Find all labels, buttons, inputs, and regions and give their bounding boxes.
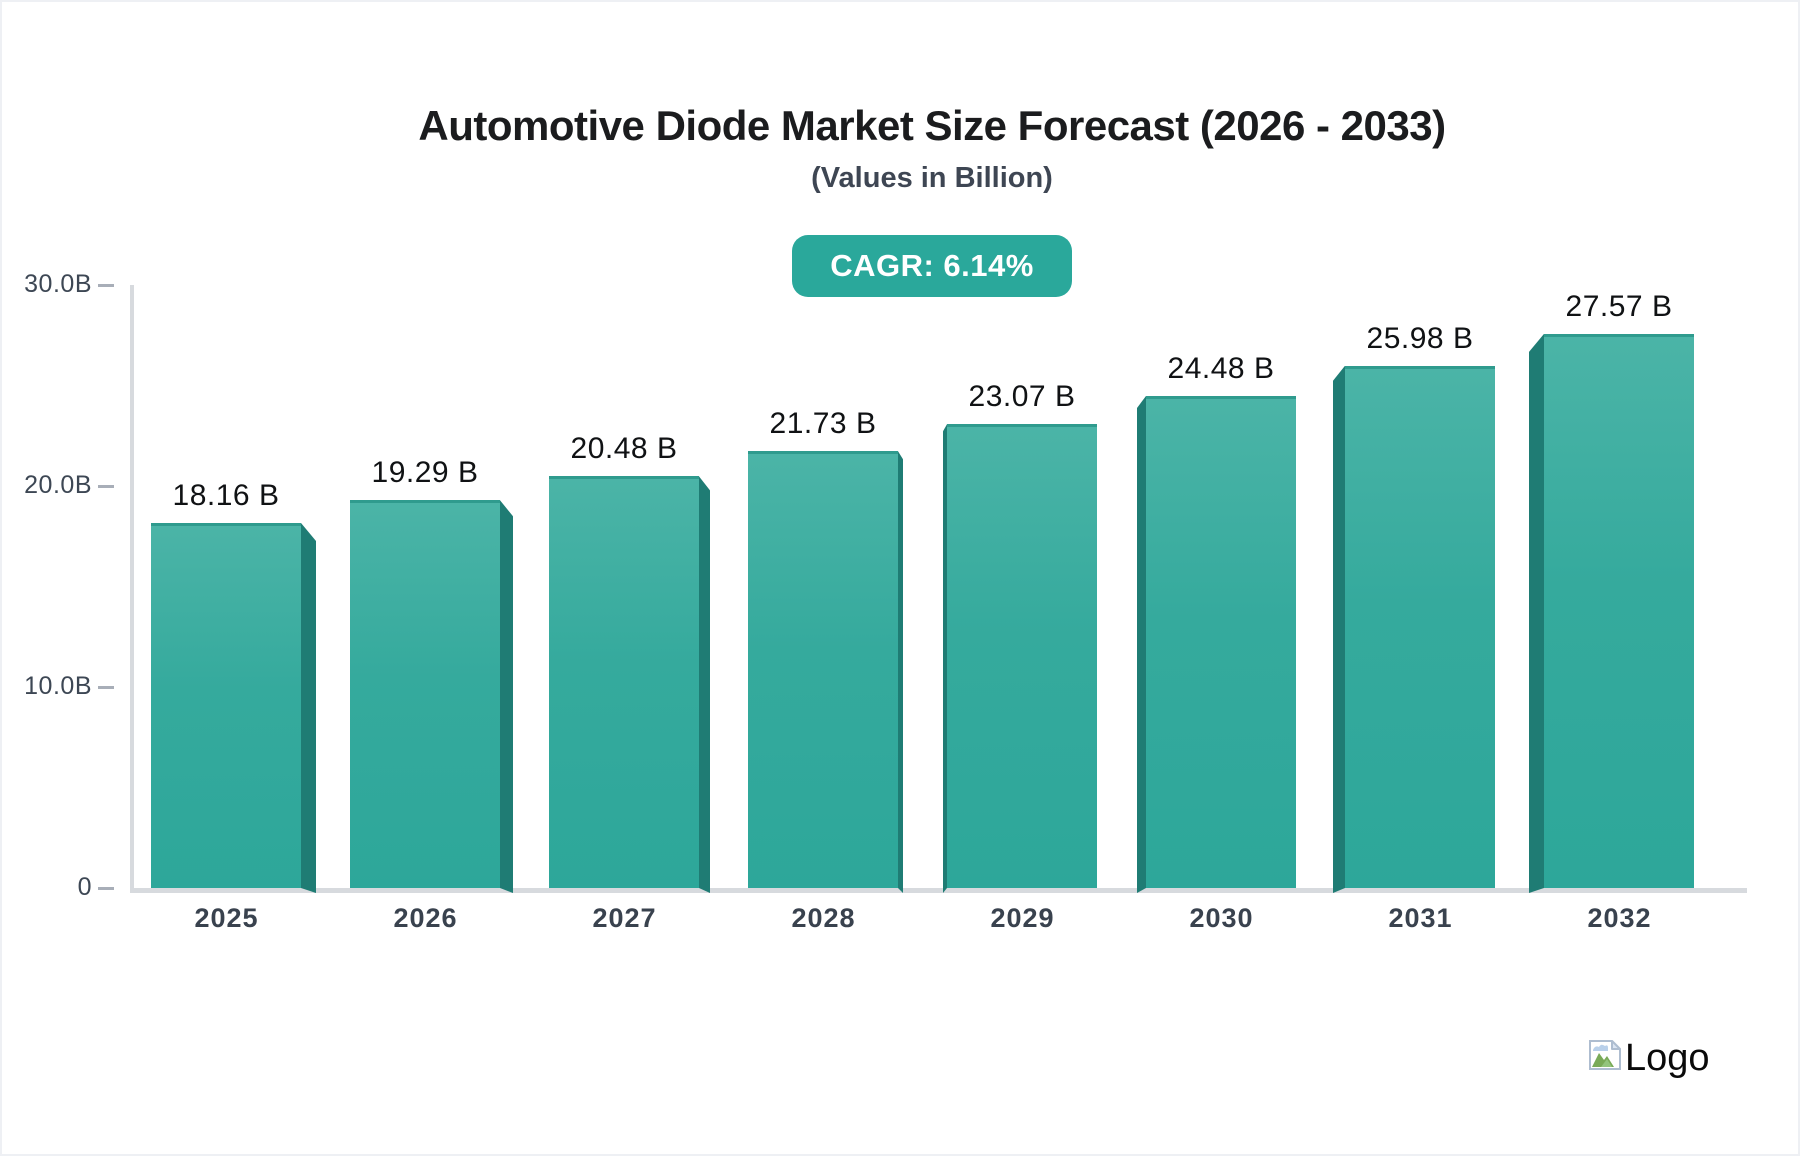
y-axis-tick [98,485,114,488]
bar-side-2031 [1333,365,1345,893]
y-axis-tick [98,686,114,689]
bar-side-2026 [500,500,513,893]
bar-value-label: 24.48 B [1167,351,1275,385]
x-tick-label: 2028 [791,903,856,933]
bar-side-2028 [898,451,903,893]
bar-value-label: 20.48 B [570,432,678,466]
x-tick-label: 2030 [1189,903,1254,933]
bar-2028[interactable] [748,451,898,888]
bar-value-label: 19.29 B [371,456,479,490]
broken-image-icon [1587,1038,1623,1077]
y-axis-tick [98,887,114,890]
bar-side-2032 [1529,333,1544,893]
bar-value-label: 23.07 B [968,380,1076,414]
bar-value-label: 18.16 B [172,478,280,512]
y-tick-label: 30.0B [24,270,92,298]
cagr-badge: CAGR: 6.14% [792,235,1072,297]
x-tick-label: 2027 [592,903,657,933]
x-tick-label: 2032 [1587,903,1652,933]
y-tick-label: 20.0B [24,471,92,499]
bar-value-label: 21.73 B [769,407,877,441]
bar-2030[interactable] [1146,395,1296,888]
chart-header: Automotive Diode Market Size Forecast (2… [62,2,1798,297]
logo: Logo [1587,1038,1710,1077]
bar-value-label: 27.57 B [1565,289,1673,323]
x-tick-label: 2026 [393,903,458,933]
x-tick-label: 2031 [1388,903,1453,933]
y-tick-label: 0 [77,873,92,901]
bar-2025[interactable] [151,522,301,888]
bar-side-2029 [943,424,947,893]
bar-2027[interactable] [549,476,699,888]
bar-side-2027 [699,476,710,893]
bar-2029[interactable] [947,424,1097,888]
bar-side-2030 [1137,395,1146,893]
bar-value-label: 25.98 B [1366,321,1474,355]
logo-alt-text: Logo [1625,1037,1710,1079]
y-axis-line [130,285,134,893]
chart-subtitle: (Values in Billion) [811,162,1053,194]
y-tick-label: 10.0B [24,672,92,700]
chart-title: Automotive Diode Market Size Forecast (2… [418,102,1446,149]
x-tick-label: 2025 [194,903,259,933]
x-axis-line [130,888,1747,893]
x-tick-label: 2029 [990,903,1055,933]
bar-2026[interactable] [350,500,500,888]
bar-2032[interactable] [1544,333,1694,888]
bar-2031[interactable] [1345,365,1495,888]
bar-side-2025 [301,522,316,893]
y-axis-tick [98,284,114,287]
